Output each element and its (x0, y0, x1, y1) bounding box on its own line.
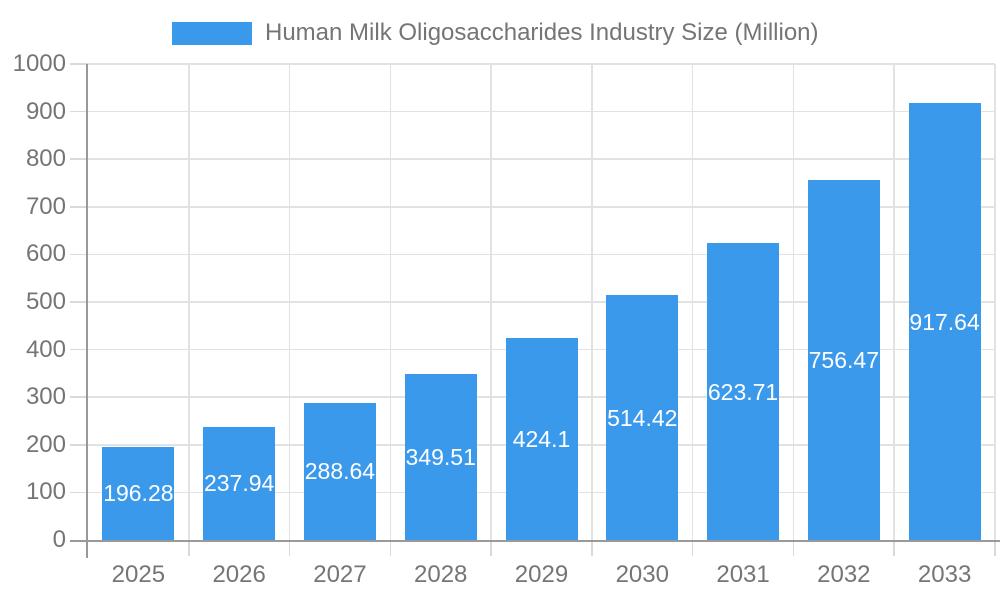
y-axis-tick (70, 253, 88, 256)
y-tick-label: 500 (25, 288, 66, 315)
bar-value-label: 424.1 (512, 426, 571, 453)
y-axis-tick (70, 206, 88, 208)
y-tick-label: 200 (25, 430, 66, 458)
gridline-vertical (792, 64, 795, 540)
bar-2026[interactable] (203, 426, 276, 540)
bar-2025[interactable] (102, 446, 175, 540)
x-axis-tick (691, 541, 694, 556)
bar-2028[interactable] (404, 373, 477, 540)
bar-2029[interactable] (505, 338, 578, 540)
gridline-horizontal (88, 158, 995, 160)
bar-value-label: 196.28 (103, 480, 174, 507)
y-axis-tick (70, 491, 88, 494)
bar-2031[interactable] (707, 243, 780, 540)
bar-value-label: 917.64 (909, 308, 980, 335)
gridline-horizontal (88, 110, 995, 113)
gridline-horizontal (88, 301, 995, 303)
x-tick-label: 2032 (817, 561, 871, 588)
y-tick-label: 0 (52, 526, 66, 553)
y-tick-label: 600 (25, 240, 66, 268)
legend-label: Human Milk Oligosaccharides Industry Siz… (265, 19, 819, 46)
x-tick-label: 2029 (514, 561, 569, 588)
bar-2030[interactable] (606, 295, 679, 540)
x-axis-tick (490, 541, 492, 556)
x-tick-label: 2026 (212, 561, 266, 588)
bar-2033[interactable] (908, 103, 981, 540)
x-tick-label: 2033 (917, 561, 972, 588)
x-tick-label: 2030 (615, 561, 669, 588)
bar-value-label: 349.51 (405, 443, 476, 470)
y-axis-tick (70, 110, 88, 113)
y-axis-tick (70, 158, 88, 160)
legend-item[interactable]: Human Milk Oligosaccharides Industry Siz… (172, 18, 819, 48)
x-axis-line (70, 539, 1000, 542)
x-tick-label: 2031 (716, 561, 770, 588)
bar-value-label: 288.64 (304, 458, 376, 485)
x-tick-label: 2028 (414, 561, 468, 588)
gridline-vertical (288, 64, 291, 540)
bar-value-label: 237.94 (203, 470, 275, 497)
gridline-vertical (389, 64, 392, 540)
y-axis-line (86, 64, 88, 558)
x-axis-tick (591, 541, 593, 556)
y-axis-tick (70, 301, 88, 303)
gridline-horizontal (88, 206, 995, 208)
gridline-vertical (691, 64, 694, 540)
y-tick-label: 800 (25, 145, 66, 173)
y-axis-tick (70, 63, 88, 65)
y-tick-label: 1000 (12, 50, 66, 77)
x-tick-label: 2025 (111, 561, 166, 588)
y-axis-tick (70, 348, 88, 351)
y-tick-label: 900 (25, 97, 66, 125)
gridline-horizontal (88, 253, 995, 256)
x-axis-tick (792, 541, 795, 556)
bar-value-label: 514.42 (607, 404, 678, 431)
x-axis-tick (893, 541, 895, 556)
x-axis-tick (389, 541, 392, 556)
y-tick-label: 100 (25, 478, 66, 506)
gridline-vertical (490, 64, 492, 540)
bar-value-label: 623.71 (707, 378, 779, 405)
gridline-vertical (591, 64, 593, 540)
bar-value-label: 756.47 (808, 346, 879, 373)
x-axis-tick (288, 541, 291, 556)
gridline-vertical (893, 64, 895, 540)
y-tick-label: 300 (25, 383, 66, 411)
y-axis-tick (70, 444, 88, 446)
y-tick-label: 400 (25, 335, 66, 363)
bar-2032[interactable] (807, 179, 880, 540)
gridline-vertical (994, 64, 996, 540)
legend-swatch-icon (172, 21, 252, 45)
x-axis-tick (188, 541, 190, 556)
y-axis-tick (70, 396, 88, 398)
y-tick-label: 700 (25, 192, 66, 220)
bar-2027[interactable] (303, 402, 376, 540)
gridline-horizontal (88, 63, 995, 65)
gridline-vertical (188, 64, 190, 540)
x-tick-label: 2027 (313, 561, 367, 588)
x-axis-tick (994, 541, 996, 556)
